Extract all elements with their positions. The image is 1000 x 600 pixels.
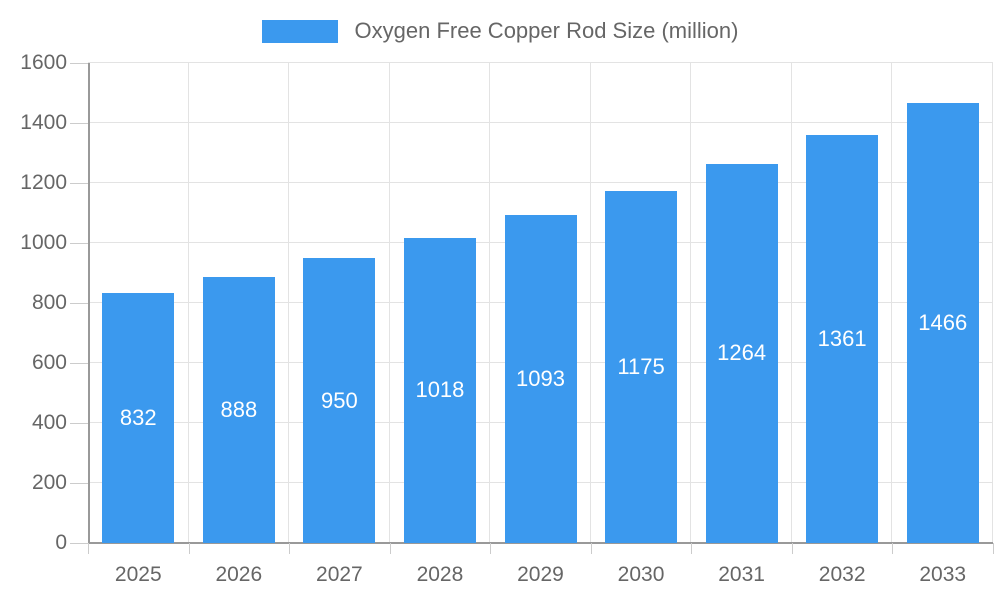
bar-2032[interactable]: 1361 — [806, 134, 879, 543]
y-axis-label: 1400 — [20, 111, 67, 134]
x-axis-tick — [590, 543, 592, 554]
x-axis-tick — [490, 543, 492, 554]
x-axis-tick — [791, 543, 793, 554]
x-axis-label: 2025 — [114, 563, 162, 586]
y-axis-tick — [70, 483, 88, 484]
y-axis-label: 0 — [55, 531, 67, 554]
x-axis-label: 2026 — [215, 563, 263, 586]
y-axis-tick — [70, 243, 88, 244]
bar-2031[interactable]: 1264 — [705, 163, 778, 543]
y-gridline — [88, 182, 993, 183]
bar-value-label: 1175 — [617, 353, 665, 379]
y-axis-label: 200 — [31, 471, 67, 494]
x-axis-tick — [88, 543, 89, 554]
y-axis-label: 600 — [31, 351, 67, 374]
x-axis-label: 2030 — [617, 563, 665, 586]
y-axis-line — [88, 63, 90, 543]
x-axis-tick — [892, 543, 894, 554]
x-axis-label: 2032 — [818, 563, 866, 586]
x-axis-tick — [389, 543, 391, 554]
y-axis-label: 1600 — [20, 51, 67, 74]
bar-value-label: 1361 — [817, 325, 867, 351]
bar-2029[interactable]: 1093 — [504, 215, 577, 543]
x-axis-tick — [993, 543, 994, 554]
bar-2033[interactable]: 1466 — [906, 103, 979, 543]
x-axis-label: 2031 — [718, 563, 765, 586]
y-axis-tick — [70, 63, 88, 64]
x-gridline — [891, 63, 893, 543]
y-axis-tick — [70, 363, 88, 364]
y-axis-label: 1200 — [20, 171, 67, 194]
x-gridline — [690, 63, 692, 543]
legend-label: Oxygen Free Copper Rod Size (million) — [354, 18, 739, 43]
x-axis-label: 2029 — [517, 563, 564, 586]
y-gridline — [88, 62, 993, 63]
y-axis-label: 400 — [31, 411, 67, 434]
bar-value-label: 1093 — [516, 366, 565, 392]
y-axis-tick — [70, 543, 88, 544]
x-axis-tick — [289, 543, 291, 554]
x-axis-label: 2033 — [919, 563, 967, 586]
y-axis-tick — [70, 303, 88, 304]
y-axis-label: 800 — [31, 291, 67, 314]
bar-2030[interactable]: 1175 — [605, 190, 678, 543]
legend-swatch — [261, 19, 338, 43]
x-axis-tick — [188, 543, 190, 554]
plot-area: 832 888 950 1018 1093 1175 1264 1361 1466 — [88, 62, 993, 544]
x-gridline — [589, 63, 591, 543]
bar-value-label: 1466 — [918, 310, 968, 336]
bar-2026[interactable]: 888 — [202, 276, 275, 543]
x-gridline — [288, 63, 290, 543]
x-gridline — [187, 63, 189, 543]
x-gridline — [992, 63, 993, 543]
y-axis-tick — [70, 423, 88, 424]
y-axis-label: 1000 — [20, 231, 67, 254]
y-axis-tick — [70, 123, 88, 124]
x-gridline — [790, 63, 792, 543]
bar-value-label: 832 — [119, 405, 157, 431]
bar-2027[interactable]: 950 — [303, 258, 376, 543]
x-axis-label: 2028 — [416, 563, 464, 586]
bar-value-label: 1018 — [415, 377, 465, 403]
x-axis-tick — [691, 543, 693, 554]
legend[interactable]: Oxygen Free Copper Rod Size (million) — [0, 16, 1000, 46]
x-axis-label: 2027 — [316, 563, 363, 586]
bar-2025[interactable]: 832 — [102, 293, 175, 543]
bar-value-label: 888 — [220, 396, 258, 422]
y-gridline — [88, 122, 993, 123]
bar-2028[interactable]: 1018 — [403, 237, 476, 543]
x-gridline — [489, 63, 491, 543]
x-gridline — [388, 63, 390, 543]
x-axis-line — [88, 542, 993, 544]
bar-value-label: 950 — [321, 387, 358, 413]
y-axis-tick — [70, 183, 88, 184]
bar-value-label: 1264 — [717, 340, 767, 366]
